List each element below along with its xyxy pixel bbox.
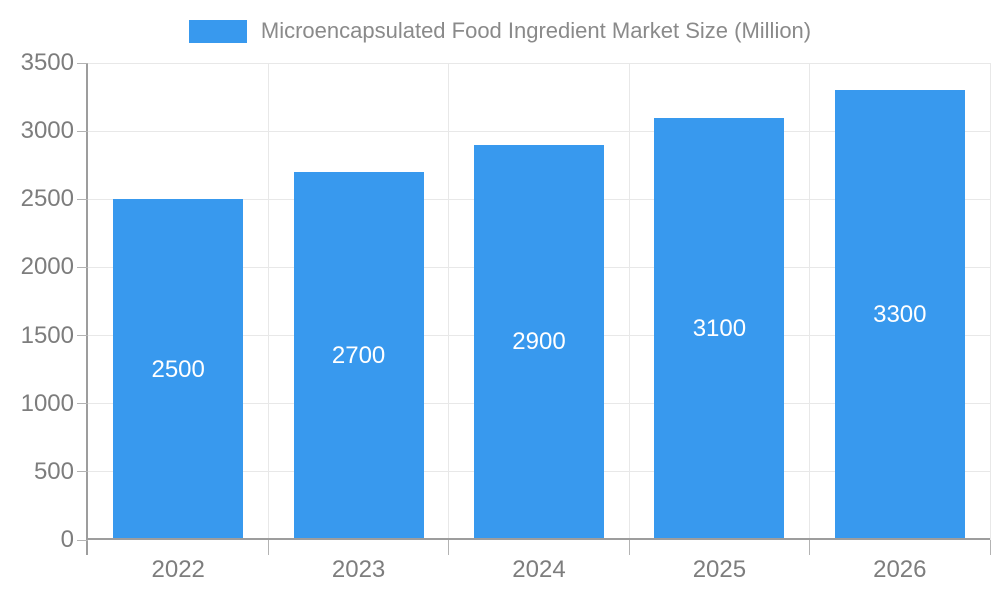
y-axis-label: 2000 (20, 253, 74, 281)
y-axis-tick (77, 62, 88, 64)
y-axis-tick (77, 539, 88, 541)
gridline-vertical (809, 63, 811, 540)
bar-value-label: 3100 (692, 314, 747, 342)
bar-2022[interactable]: 2500 (113, 199, 244, 540)
y-axis-tick (77, 335, 88, 337)
y-axis-label: 2500 (20, 185, 74, 213)
y-axis-tick (77, 130, 88, 132)
gridline-vertical (448, 63, 450, 540)
legend-swatch-icon (188, 19, 247, 43)
bar-2026[interactable]: 3300 (834, 90, 965, 540)
bar-2023[interactable]: 2700 (293, 172, 424, 540)
x-axis-tick (448, 540, 450, 555)
gridline-horizontal (88, 62, 990, 64)
bar-value-label: 3300 (873, 301, 927, 329)
y-axis-tick (77, 266, 88, 268)
y-axis-label: 3000 (20, 117, 74, 145)
plot-area: 0 500 1000 1500 2000 2500 3000 3500 2022 2500 2023… (21, 51, 991, 583)
chart-legend: Microencapsulated Food Ingredient Market… (0, 16, 1000, 46)
gridline-vertical (628, 63, 630, 540)
bar-value-label: 2700 (331, 342, 386, 370)
y-axis-label: 0 (60, 526, 74, 553)
y-axis-label: 1500 (20, 321, 74, 349)
y-axis-line (86, 63, 88, 555)
y-axis-label: 3500 (20, 49, 74, 76)
y-axis-label: 500 (33, 457, 74, 485)
x-axis-label: 2024 (512, 556, 566, 583)
bar-2025[interactable]: 3100 (654, 117, 785, 540)
x-axis-tick (809, 540, 811, 555)
gridline-horizontal (88, 130, 990, 132)
y-axis-label: 1000 (20, 389, 74, 417)
legend-item[interactable]: Microencapsulated Food Ingredient Market… (188, 18, 812, 44)
y-axis-tick (77, 198, 88, 200)
x-axis-tick (989, 540, 991, 555)
bar-2024[interactable]: 2900 (474, 144, 604, 540)
gridline-vertical (989, 63, 991, 540)
x-axis-line (88, 538, 990, 540)
bar-value-label: 2500 (151, 355, 205, 383)
gridline-vertical (267, 63, 269, 540)
x-axis-label: 2025 (692, 556, 747, 583)
x-axis-label: 2022 (151, 556, 205, 583)
legend-label: Microencapsulated Food Ingredient Market… (260, 18, 812, 43)
y-axis-tick (77, 403, 88, 405)
x-axis-tick (628, 540, 630, 555)
x-axis-tick (267, 540, 269, 555)
bar-value-label: 2900 (512, 328, 566, 356)
x-axis-label: 2026 (873, 556, 927, 583)
x-axis-label: 2023 (331, 556, 386, 583)
y-axis-tick (77, 471, 88, 473)
